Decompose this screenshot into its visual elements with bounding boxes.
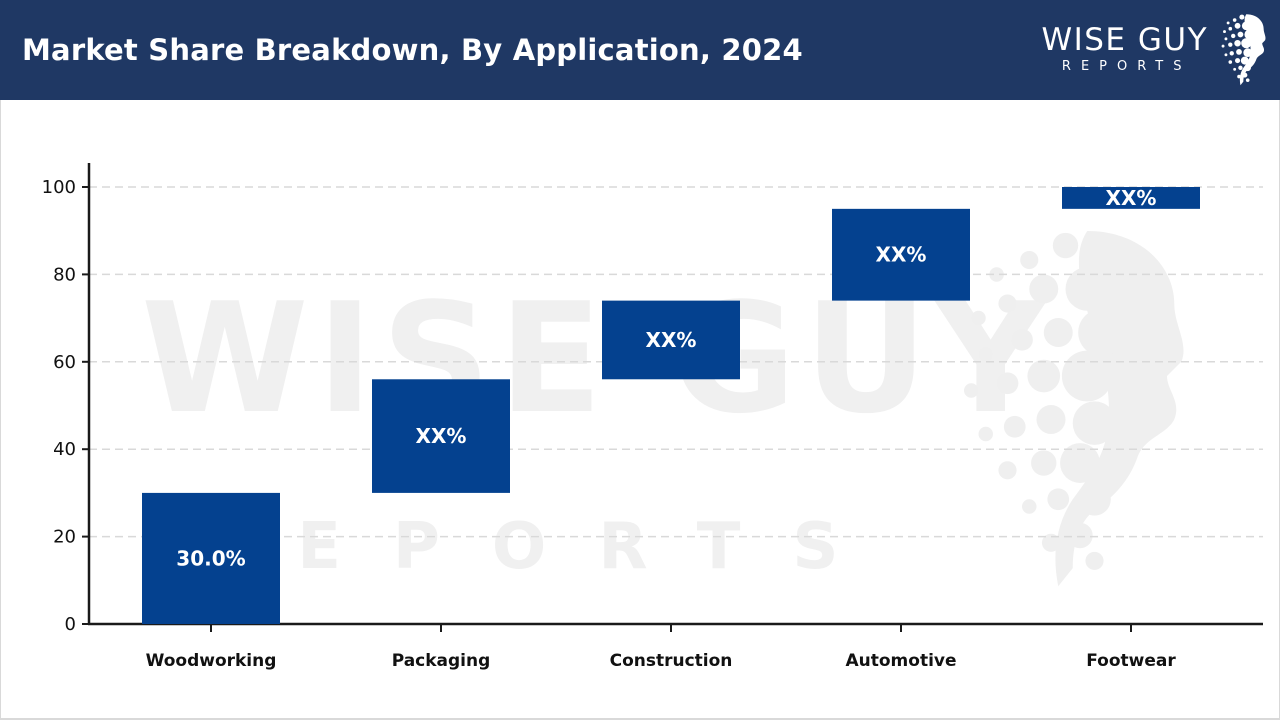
- bar-label-automotive: XX%: [876, 243, 927, 267]
- chart-area: WISE GUY REPORTS 0 20 40 60 80 100 30.0% Woodwo…: [0, 100, 1280, 720]
- bar-footwear: [1062, 187, 1200, 209]
- waterfall-chart: 0 20 40 60 80 100 30.0% Woodworking XX% Packaging…: [42, 163, 1263, 671]
- y-tick-label-100: 100: [42, 177, 76, 198]
- logo-text: WISE GUY REPORTS: [1041, 24, 1208, 74]
- y-tick-label-40: 40: [53, 439, 76, 460]
- x-tick-label-construction: Construction: [610, 651, 733, 671]
- bar-automotive: [832, 208, 970, 301]
- logo-reports-label: REPORTS: [1061, 58, 1192, 74]
- x-tick-label-packaging: Packaging: [392, 651, 491, 671]
- logo-wiseguy-label: WISE GUY: [1041, 22, 1208, 59]
- wiseguy-face-icon: [1210, 8, 1268, 90]
- bar-construction: [602, 300, 740, 380]
- bar-label-packaging: XX%: [416, 424, 467, 448]
- x-tick-label-automotive: Automotive: [845, 651, 956, 671]
- y-tick-label-60: 60: [53, 352, 76, 373]
- x-tick-label-woodworking: Woodworking: [146, 651, 277, 671]
- bar-label-woodworking: 30.0%: [176, 546, 245, 570]
- y-tick-label-0: 0: [65, 614, 76, 635]
- bar-woodworking: [142, 492, 280, 624]
- page-title: Market Share Breakdown, By Application, …: [22, 33, 803, 67]
- bar-label-footwear: XX%: [1106, 186, 1157, 210]
- header: Market Share Breakdown, By Application, …: [0, 0, 1280, 100]
- y-tick-label-80: 80: [53, 264, 76, 285]
- x-tick-label-footwear: Footwear: [1086, 651, 1176, 671]
- wiseguy-logo: WISE GUY REPORTS: [1041, 8, 1268, 90]
- bar-packaging: [372, 379, 510, 493]
- bar-label-construction: XX%: [646, 328, 697, 352]
- y-tick-label-20: 20: [53, 527, 76, 548]
